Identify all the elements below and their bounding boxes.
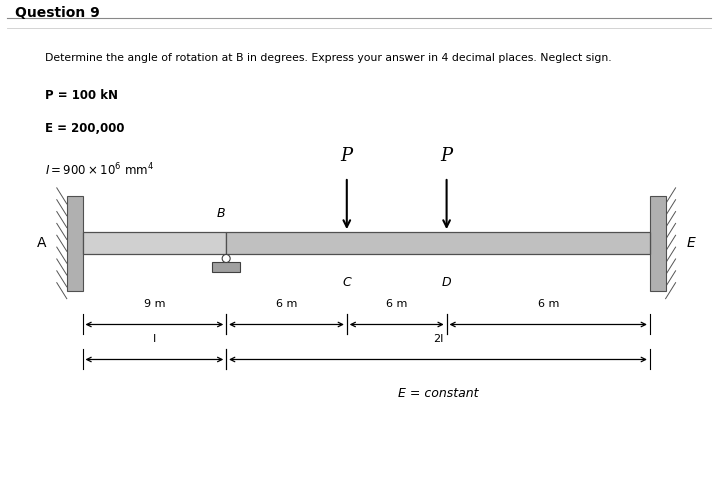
Text: C: C (342, 276, 351, 289)
Text: 9 m: 9 m (144, 299, 165, 309)
Text: Determine the angle of rotation at B in degrees. Express your answer in 4 decima: Determine the angle of rotation at B in … (45, 53, 612, 63)
Bar (213, 262, 240, 272)
Bar (83, 232, 226, 254)
Text: A: A (37, 236, 47, 250)
Bar (226, 232, 650, 254)
Text: P = 100 kN: P = 100 kN (45, 88, 118, 101)
Text: $I = 900 \times 10^6\ \mathrm{mm}^4$: $I = 900 \times 10^6\ \mathrm{mm}^4$ (45, 162, 154, 178)
Text: 2I: 2I (433, 334, 443, 344)
Text: 6 m: 6 m (276, 299, 297, 309)
Text: E = 200,000: E = 200,000 (45, 121, 124, 135)
Text: D: D (442, 276, 452, 289)
Text: E = constant: E = constant (398, 388, 478, 401)
Text: 6 m: 6 m (538, 299, 559, 309)
Text: P: P (441, 147, 452, 165)
Text: Question 9: Question 9 (15, 6, 100, 20)
Circle shape (222, 254, 230, 262)
Text: E: E (686, 236, 695, 250)
Text: P: P (341, 147, 353, 165)
Text: 6 m: 6 m (386, 299, 407, 309)
Text: B: B (217, 207, 225, 220)
Text: I: I (153, 334, 156, 344)
Bar (67, 196, 83, 290)
Bar (650, 196, 666, 290)
